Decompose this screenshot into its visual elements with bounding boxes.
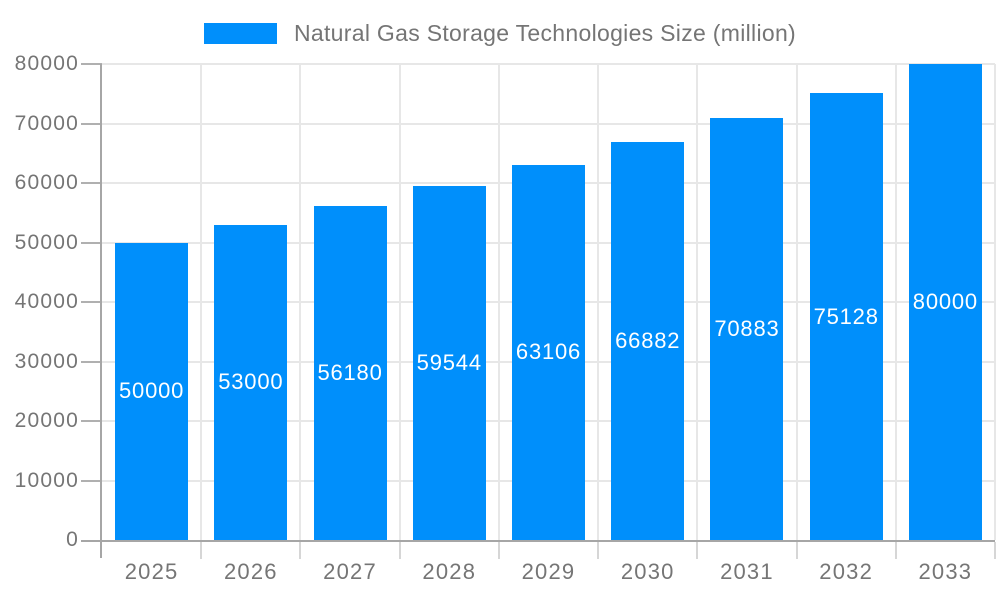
- bar-value-label: 66882: [615, 328, 681, 354]
- gridline-vertical: [696, 64, 699, 540]
- x-axis-tick: [398, 542, 401, 559]
- x-axis-tick: [597, 542, 600, 559]
- gridline-vertical: [597, 64, 600, 540]
- y-axis-tick-label: 10000: [14, 468, 79, 492]
- x-axis-tick-label: 2031: [720, 559, 774, 584]
- x-axis-tick: [200, 542, 203, 559]
- plot-area: 50000 53000 56180 59544 63106 66882 70883 75128…: [81, 63, 996, 559]
- gridline-vertical: [795, 64, 798, 540]
- y-axis-tick: [81, 420, 102, 422]
- bar-value-label: 56180: [317, 359, 383, 385]
- y-axis-tick: [81, 182, 102, 184]
- gridline-vertical: [994, 64, 996, 540]
- y-axis-tick-label: 40000: [14, 290, 79, 313]
- x-axis-tick-label: 2030: [620, 559, 675, 584]
- gridline-horizontal: [102, 122, 995, 125]
- y-axis-tick: [81, 241, 102, 244]
- legend-swatch: [203, 22, 277, 44]
- x-axis-tick-label: 2033: [918, 559, 973, 584]
- x-axis-tick-label: 2027: [323, 559, 377, 584]
- x-axis-tick-label: 2029: [521, 559, 576, 584]
- gridline-horizontal: [102, 63, 995, 65]
- y-axis-tick-label: 60000: [14, 171, 79, 194]
- y-axis-line: [100, 64, 102, 558]
- bar[interactable]: 66882: [611, 142, 685, 540]
- y-axis-tick-label: 30000: [14, 349, 79, 373]
- bar[interactable]: 63106: [512, 164, 585, 540]
- y-axis-tick: [81, 301, 102, 303]
- x-axis-tick: [795, 542, 798, 559]
- bar[interactable]: 80000: [908, 64, 982, 540]
- y-axis-tick-label: 20000: [14, 409, 79, 432]
- x-axis-line: [81, 540, 995, 542]
- y-axis-tick: [81, 122, 102, 125]
- y-axis-tick-label: 80000: [14, 52, 79, 75]
- x-axis-tick-label: 2028: [422, 559, 477, 584]
- bar-value-label: 53000: [218, 369, 284, 395]
- bar-value-label: 63106: [515, 339, 582, 365]
- y-axis-tick-label: 0: [66, 528, 79, 551]
- bar[interactable]: 56180: [313, 205, 387, 540]
- y-axis-tick: [81, 360, 102, 363]
- y-axis-tick-label: 50000: [14, 230, 79, 254]
- gridline-vertical: [894, 64, 897, 540]
- bar-value-label: 70883: [714, 316, 780, 342]
- x-axis-tick: [994, 542, 996, 559]
- x-axis-tick-label: 2032: [819, 559, 874, 584]
- bar-value-label: 80000: [912, 289, 978, 314]
- y-axis-tick: [81, 63, 102, 65]
- bar[interactable]: 75128: [809, 93, 883, 540]
- x-axis-tick: [894, 542, 897, 559]
- bar[interactable]: 50000: [115, 242, 189, 540]
- x-axis-tick: [696, 542, 699, 559]
- chart-legend[interactable]: Natural Gas Storage Technologies Size (m…: [0, 18, 1000, 48]
- x-axis-tick: [299, 542, 302, 559]
- x-axis-tick-label: 2026: [223, 559, 278, 584]
- x-axis-tick: [497, 542, 500, 559]
- gridline-vertical: [299, 64, 302, 540]
- y-axis-tick-label: 70000: [14, 111, 79, 135]
- bar-value-label: 75128: [813, 303, 879, 329]
- bar[interactable]: 59544: [412, 185, 486, 540]
- bar[interactable]: 53000: [214, 224, 288, 540]
- bar-value-label: 50000: [119, 378, 185, 404]
- y-axis-labels: 0 10000 20000 30000 40000 50000 60000 70000 8000…: [0, 52, 79, 551]
- legend-label: Natural Gas Storage Technologies Size (m…: [293, 19, 797, 46]
- x-axis-labels: 2025 2026 2027 2028 2029 2030 2031 2032 2033: [102, 540, 995, 590]
- y-axis-tick: [81, 479, 102, 482]
- bar[interactable]: 70883: [710, 118, 784, 540]
- gridline-vertical: [200, 64, 203, 540]
- gridline-vertical: [398, 64, 401, 540]
- x-axis-tick-label: 2025: [124, 559, 179, 584]
- bar-value-label: 59544: [416, 349, 482, 375]
- gridline-vertical: [497, 64, 500, 540]
